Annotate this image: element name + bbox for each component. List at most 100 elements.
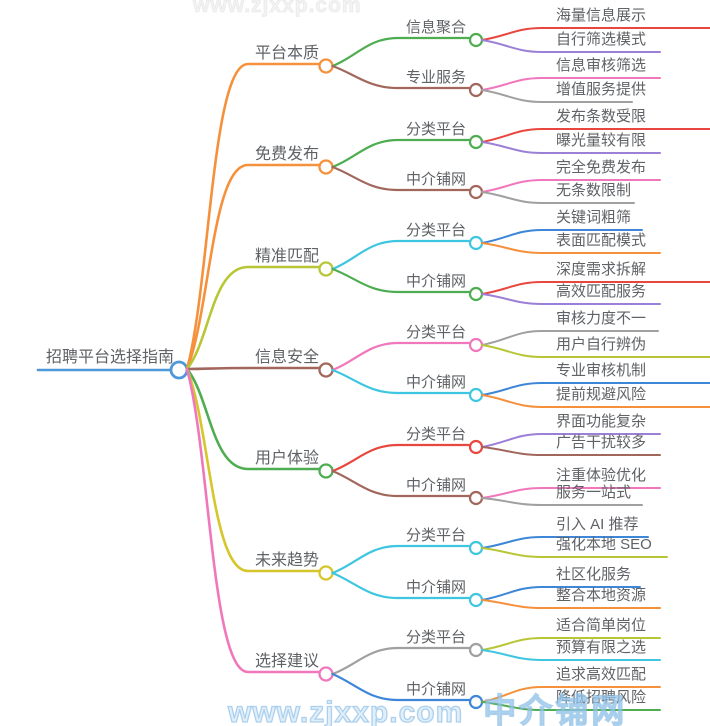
- leaf-node[interactable]: 自行筛选模式: [556, 31, 647, 48]
- branch-node[interactable]: 未来趋势: [254, 552, 319, 569]
- connector-line: [331, 239, 471, 271]
- connector-line: [331, 138, 471, 169]
- leaf-node[interactable]: 完全免费发布: [556, 159, 647, 176]
- subbranch-node[interactable]: 中介铺网: [405, 681, 466, 698]
- connector-line: [481, 242, 661, 254]
- leaf-node[interactable]: 整合本地资源: [556, 587, 647, 604]
- leaf-node[interactable]: 引入 AI 推荐: [556, 516, 639, 533]
- connector-line: [185, 367, 321, 674]
- connector-line: [481, 89, 633, 103]
- branch-node[interactable]: 免费发布: [254, 146, 319, 163]
- leaf-node[interactable]: 高效匹配服务: [556, 283, 647, 300]
- connector-line: [185, 62, 321, 371]
- leaf-node[interactable]: 服务一站式: [556, 484, 632, 501]
- connector-line: [331, 544, 471, 575]
- connector-line: [481, 293, 661, 305]
- connector-line: [481, 77, 661, 91]
- leaf-node[interactable]: 信息审核筛选: [556, 57, 647, 74]
- subbranch-node[interactable]: 分类平台: [405, 527, 466, 544]
- leaf-node[interactable]: 广告干扰较多: [556, 434, 647, 451]
- leaf-node[interactable]: 曝光量较有限: [556, 132, 647, 149]
- connector-line: [331, 267, 471, 294]
- leaf-node[interactable]: 用户自行辨伪: [556, 336, 647, 353]
- connector-line: [331, 64, 471, 90]
- leaf-node[interactable]: 发布条数受限: [556, 108, 647, 125]
- connector-line: [481, 446, 661, 456]
- leaf-node[interactable]: 追求高效匹配: [556, 666, 647, 683]
- leaf-node[interactable]: 表面匹配模式: [556, 232, 647, 249]
- connector-line: [331, 646, 471, 676]
- leaf-node[interactable]: 增值服务提供: [556, 81, 647, 98]
- root-node[interactable]: 招聘平台选择指南: [45, 349, 174, 366]
- connector-line: [481, 599, 661, 609]
- watermark-top: www.zjxxp.com: [193, 0, 362, 18]
- connector-line: [481, 547, 668, 558]
- connector-line: [481, 686, 661, 703]
- leaf-node[interactable]: 海量信息展示: [556, 7, 647, 24]
- leaf-node[interactable]: 降低招聘风险: [556, 689, 647, 706]
- branch-node[interactable]: 平台本质: [254, 45, 319, 62]
- leaf-node[interactable]: 提前规避风险: [556, 386, 647, 403]
- connector-line: [481, 229, 643, 244]
- subbranch-node[interactable]: 中介铺网: [405, 171, 466, 188]
- leaf-node[interactable]: 界面功能复杂: [556, 413, 647, 430]
- subbranch-node[interactable]: 分类平台: [405, 121, 466, 138]
- subbranch-node[interactable]: 信息聚合: [405, 19, 466, 36]
- connector-line: [331, 36, 471, 68]
- connector-line: [481, 382, 710, 396]
- connector-line: [481, 701, 661, 711]
- connector-line: [331, 469, 471, 498]
- connector-line: [185, 367, 321, 573]
- connector-line: [481, 637, 661, 651]
- connector-line: [481, 281, 710, 295]
- connector-line: [331, 368, 471, 395]
- connector-line: [481, 649, 661, 661]
- subbranch-node[interactable]: 中介铺网: [405, 273, 466, 290]
- leaf-node[interactable]: 专业审核机制: [556, 362, 647, 379]
- watermark-url: www.zjxxp.com: [227, 695, 464, 726]
- connector-line: [481, 487, 661, 499]
- connector-line: [481, 191, 635, 204]
- leaf-node[interactable]: 预算有限之选: [556, 639, 647, 656]
- subbranch-node[interactable]: 分类平台: [405, 629, 466, 646]
- branch-node[interactable]: 用户体验: [254, 450, 319, 467]
- subbranch-node[interactable]: 专业服务: [405, 69, 466, 86]
- connector-line: [481, 179, 661, 193]
- connector-line: [481, 141, 661, 154]
- connector-line: [185, 163, 321, 371]
- connector-line: [481, 433, 661, 448]
- connector-line: [331, 165, 471, 192]
- subbranch-node[interactable]: 中介铺网: [405, 579, 466, 596]
- connector-line: [481, 128, 710, 143]
- leaf-node[interactable]: 关键词粗筛: [556, 209, 632, 226]
- leaf-node[interactable]: 社区化服务: [556, 566, 632, 583]
- connector-line: [331, 443, 471, 473]
- connector-line: [331, 571, 471, 600]
- subbranch-node[interactable]: 分类平台: [405, 426, 466, 443]
- branch-node[interactable]: 精准匹配: [254, 248, 319, 265]
- connector-line: [185, 265, 321, 371]
- leaf-node[interactable]: 适合简单岗位: [556, 617, 647, 634]
- branch-node[interactable]: 信息安全: [254, 349, 319, 366]
- connector-line: [481, 27, 710, 41]
- watermark-site-name: 中介铺网: [483, 691, 628, 726]
- connector-line: [481, 39, 661, 53]
- leaf-node[interactable]: 审核力度不一: [556, 310, 647, 327]
- subbranch-node[interactable]: 中介铺网: [405, 374, 466, 391]
- subbranch-node[interactable]: 分类平台: [405, 324, 466, 341]
- subbranch-node[interactable]: 分类平台: [405, 222, 466, 239]
- watermark-bottom: www.zjxxp.com 中介铺网: [227, 684, 628, 726]
- leaf-node[interactable]: 无条数限制: [556, 182, 632, 199]
- connector-line: [331, 672, 471, 702]
- leaf-node[interactable]: 强化本地 SEO: [556, 536, 652, 553]
- subbranch-node[interactable]: 中介铺网: [405, 477, 466, 494]
- branch-node[interactable]: 选择建议: [254, 653, 319, 670]
- connector-line: [185, 367, 321, 471]
- leaf-node[interactable]: 深度需求拆解: [556, 261, 647, 278]
- leaf-node[interactable]: 注重体验优化: [556, 467, 647, 484]
- connector-line: [481, 497, 643, 506]
- connector-line: [481, 344, 710, 358]
